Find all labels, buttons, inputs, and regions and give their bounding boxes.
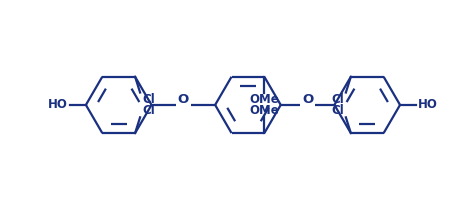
Text: OMe: OMe — [249, 104, 279, 117]
Text: HO: HO — [48, 99, 68, 111]
Text: O: O — [178, 94, 189, 106]
Text: Cl: Cl — [142, 104, 155, 117]
Text: Cl: Cl — [331, 93, 344, 106]
Text: O: O — [302, 94, 313, 106]
Text: Cl: Cl — [142, 93, 155, 106]
Text: Cl: Cl — [331, 104, 344, 117]
Text: HO: HO — [418, 99, 438, 111]
Text: OMe: OMe — [249, 93, 279, 106]
